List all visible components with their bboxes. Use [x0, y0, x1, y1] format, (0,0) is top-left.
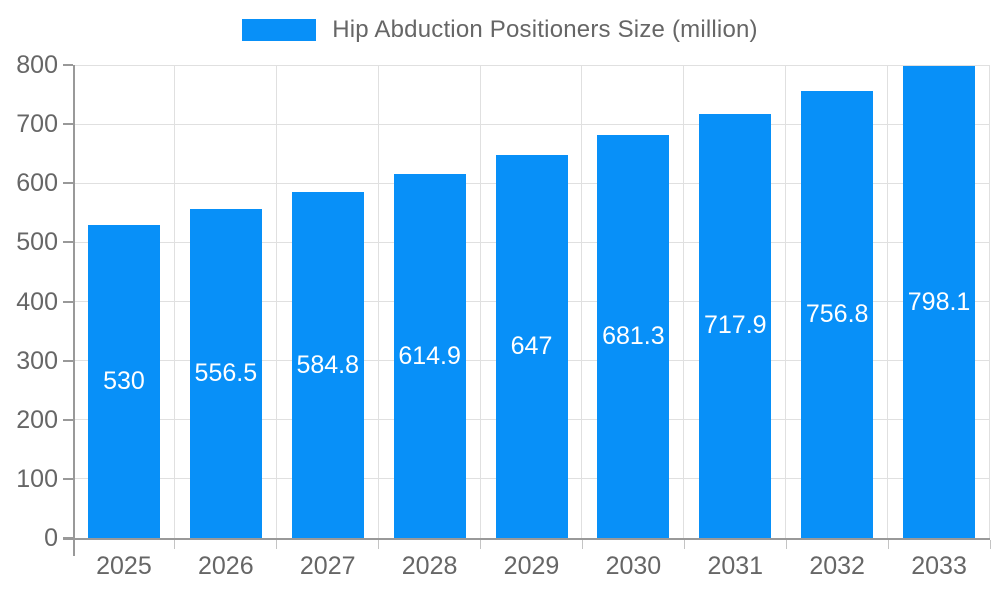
bar[interactable]: 584.8 — [291, 192, 364, 538]
y-axis-tick-label: 600 — [16, 169, 58, 198]
x-axis-tick-label: 2026 — [198, 552, 254, 580]
bar[interactable]: 530 — [87, 224, 160, 538]
y-axis-tick — [63, 418, 73, 421]
y-axis-tick — [63, 182, 73, 185]
bar[interactable]: 647 — [495, 155, 568, 538]
y-axis-tick-label: 300 — [16, 346, 58, 375]
bar-value-label: 681.3 — [602, 322, 665, 351]
gridline-horizontal — [73, 123, 990, 125]
legend-swatch[interactable] — [242, 19, 317, 41]
bar-value-label: 756.8 — [805, 299, 869, 328]
bar[interactable]: 717.9 — [699, 113, 772, 538]
y-axis-tick — [63, 64, 73, 66]
y-axis-tick — [63, 359, 73, 362]
chart-legend[interactable]: Hip Abduction Positioners Size (million) — [0, 16, 1000, 44]
bar[interactable]: 556.5 — [189, 208, 262, 538]
y-axis-tick-label: 0 — [44, 524, 58, 552]
x-axis-tick — [989, 540, 991, 549]
gridline-vertical — [275, 65, 277, 538]
x-axis-tick — [480, 540, 482, 549]
x-axis-tick — [581, 540, 583, 549]
x-axis-tick-label: 2032 — [809, 552, 865, 580]
gridline-vertical — [479, 65, 481, 538]
x-axis-tick-label: 2033 — [911, 552, 967, 580]
bar[interactable]: 614.9 — [393, 174, 466, 538]
x-axis-tick — [887, 540, 889, 549]
plot-area: 0 100 200 300 400 500 600 700 800 530 556.5 584.8 61… — [16, 51, 991, 580]
bar-value-label: 530 — [103, 366, 145, 395]
x-axis-tick-label: 2028 — [401, 552, 458, 580]
gridline-vertical — [683, 65, 685, 538]
gridline-vertical — [785, 65, 787, 538]
x-axis-tick-label: 2025 — [96, 552, 152, 580]
y-axis-tick — [63, 300, 73, 303]
gridline-vertical — [887, 65, 889, 538]
y-axis-tick — [63, 123, 73, 126]
x-axis-tick — [378, 540, 380, 549]
x-axis-tick — [683, 540, 685, 549]
gridline-horizontal — [73, 64, 990, 66]
y-axis-tick-label: 100 — [16, 464, 58, 493]
y-axis-tick-label: 500 — [16, 228, 58, 257]
bar-value-label: 647 — [510, 332, 553, 361]
y-axis-tick-label: 700 — [16, 110, 58, 139]
bar-value-label: 798.1 — [907, 287, 971, 316]
y-axis-tick-label: 200 — [16, 405, 58, 434]
gridline-vertical — [989, 65, 990, 538]
gridline-vertical — [581, 65, 583, 538]
x-axis-tick — [174, 540, 176, 549]
x-axis-tick-label: 2031 — [707, 552, 764, 580]
bar-value-label: 614.9 — [398, 341, 461, 370]
gridline-vertical — [173, 65, 175, 538]
x-axis-tick-label: 2029 — [503, 552, 560, 580]
bar-value-label: 717.9 — [703, 311, 767, 340]
bar[interactable]: 756.8 — [801, 90, 874, 538]
y-axis-tick — [63, 241, 73, 244]
x-axis-tick — [276, 540, 278, 549]
legend-label[interactable]: Hip Abduction Positioners Size (million) — [332, 16, 758, 43]
bar[interactable]: 798.1 — [903, 66, 976, 538]
y-axis-tick — [63, 477, 73, 480]
bar-value-label: 584.8 — [296, 350, 359, 379]
x-axis-tick — [785, 540, 787, 549]
y-axis-tick-label: 800 — [16, 51, 58, 79]
y-axis-line — [73, 65, 75, 556]
y-axis-tick-label: 400 — [16, 287, 58, 316]
gridline-vertical — [377, 65, 379, 538]
bar[interactable]: 681.3 — [597, 135, 670, 538]
x-axis-line — [63, 538, 990, 540]
bar-value-label: 556.5 — [194, 358, 258, 387]
x-axis-tick-label: 2030 — [605, 552, 662, 580]
x-axis-tick-label: 2027 — [299, 552, 356, 580]
